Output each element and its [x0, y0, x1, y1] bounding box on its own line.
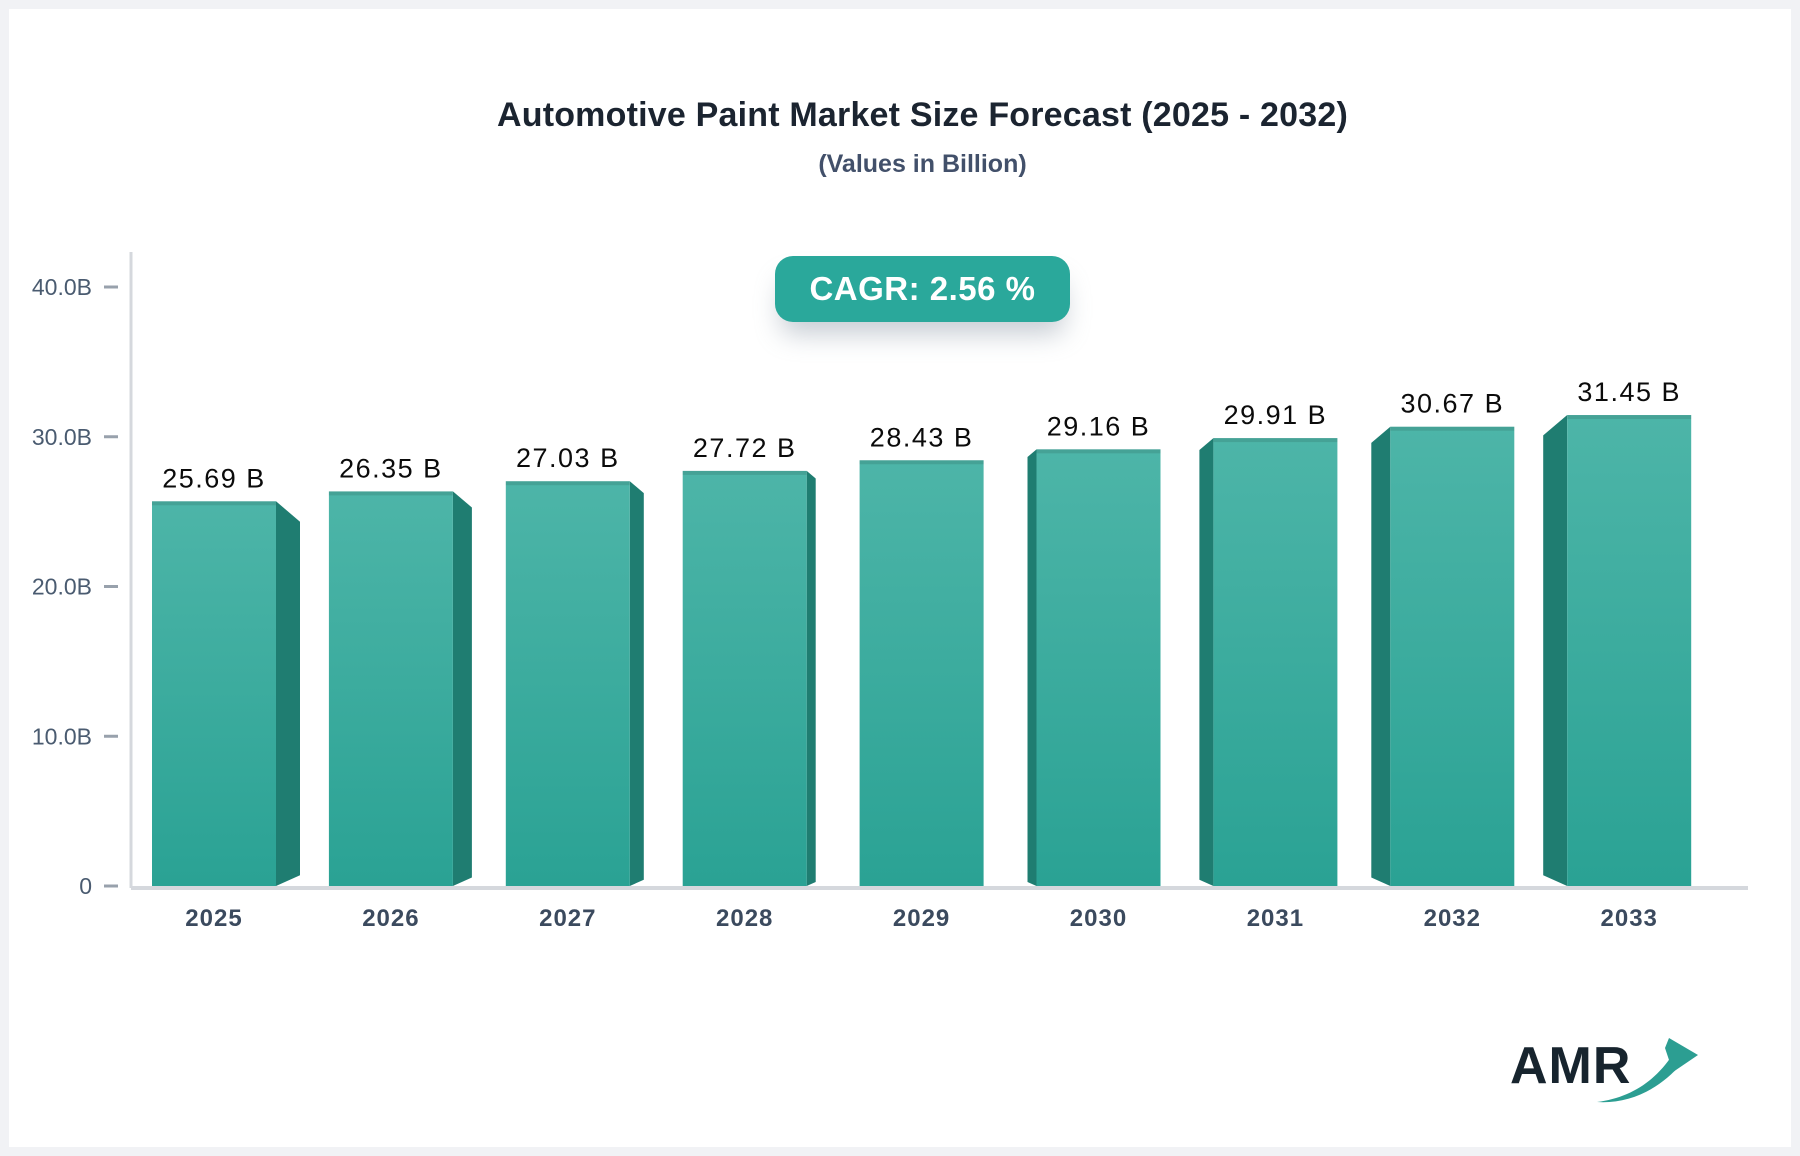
x-tick-label: 2031: [1247, 905, 1304, 932]
x-tick-label: 2032: [1424, 905, 1481, 932]
bar: [1390, 426, 1515, 886]
bar-value-label: 31.45 B: [1577, 377, 1681, 407]
bar-value-label: 27.03 B: [516, 443, 620, 473]
x-tick-label: 2033: [1601, 905, 1658, 932]
amr-logo: AMR: [1510, 1028, 1700, 1108]
bar: [682, 470, 807, 886]
bar-top-edge: [682, 470, 807, 475]
bar: [328, 491, 453, 886]
bar-side-face: [276, 501, 300, 886]
bar: [1567, 415, 1692, 886]
bar-value-label: 30.67 B: [1401, 389, 1505, 419]
bar: [1213, 438, 1338, 886]
bar-side-face: [1371, 426, 1391, 886]
x-tick-label: 2030: [1070, 905, 1127, 932]
bar: [1036, 449, 1161, 886]
cagr-badge-container: CAGR: 2.56 %: [45, 256, 1800, 322]
bar-top-edge: [1213, 438, 1338, 443]
bar: [859, 460, 984, 886]
y-tick-label: 10.0B: [32, 723, 92, 749]
bar-top-edge: [505, 481, 630, 486]
bar-top-edge: [1390, 426, 1515, 431]
chart-subtitle: (Values in Billion): [818, 150, 1027, 178]
y-tick-label: 0: [79, 873, 92, 899]
bar-value-label: 25.69 B: [162, 463, 266, 493]
x-tick-label: 2027: [539, 905, 596, 932]
bar-value-label: 29.16 B: [1047, 411, 1151, 441]
bar-value-label: 28.43 B: [870, 422, 974, 452]
y-tick-label: 40.0B: [32, 274, 92, 300]
x-tick-label: 2025: [185, 905, 242, 932]
bar-side-face: [806, 470, 816, 886]
bar-top-edge: [328, 491, 453, 496]
bar-side-face: [1543, 415, 1568, 886]
x-tick-label: 2029: [893, 905, 950, 932]
bar-side-face: [1027, 449, 1037, 886]
bar: [505, 481, 630, 886]
x-tick-label: 2026: [362, 905, 419, 932]
bar-top-edge: [1036, 449, 1161, 454]
bar-value-label: 26.35 B: [339, 453, 443, 483]
bar-value-label: 27.72 B: [693, 433, 797, 463]
amr-logo-text: AMR: [1510, 1037, 1632, 1095]
y-tick-label: 20.0B: [32, 574, 92, 600]
x-tick-label: 2028: [716, 905, 773, 932]
cagr-badge: CAGR: 2.56 %: [775, 256, 1070, 322]
bar-top-edge: [1567, 415, 1692, 420]
y-tick-label: 30.0B: [32, 424, 92, 450]
growth-arrow-icon: [1597, 1038, 1698, 1103]
bar-top-edge: [152, 501, 276, 506]
bar: [152, 501, 276, 886]
bar-top-edge: [859, 460, 984, 465]
bar-side-face: [452, 491, 472, 886]
bar-side-face: [1199, 438, 1214, 886]
bar-value-label: 29.91 B: [1224, 400, 1328, 430]
bar-side-face: [629, 481, 644, 886]
chart-title: Automotive Paint Market Size Forecast (2…: [496, 96, 1349, 134]
